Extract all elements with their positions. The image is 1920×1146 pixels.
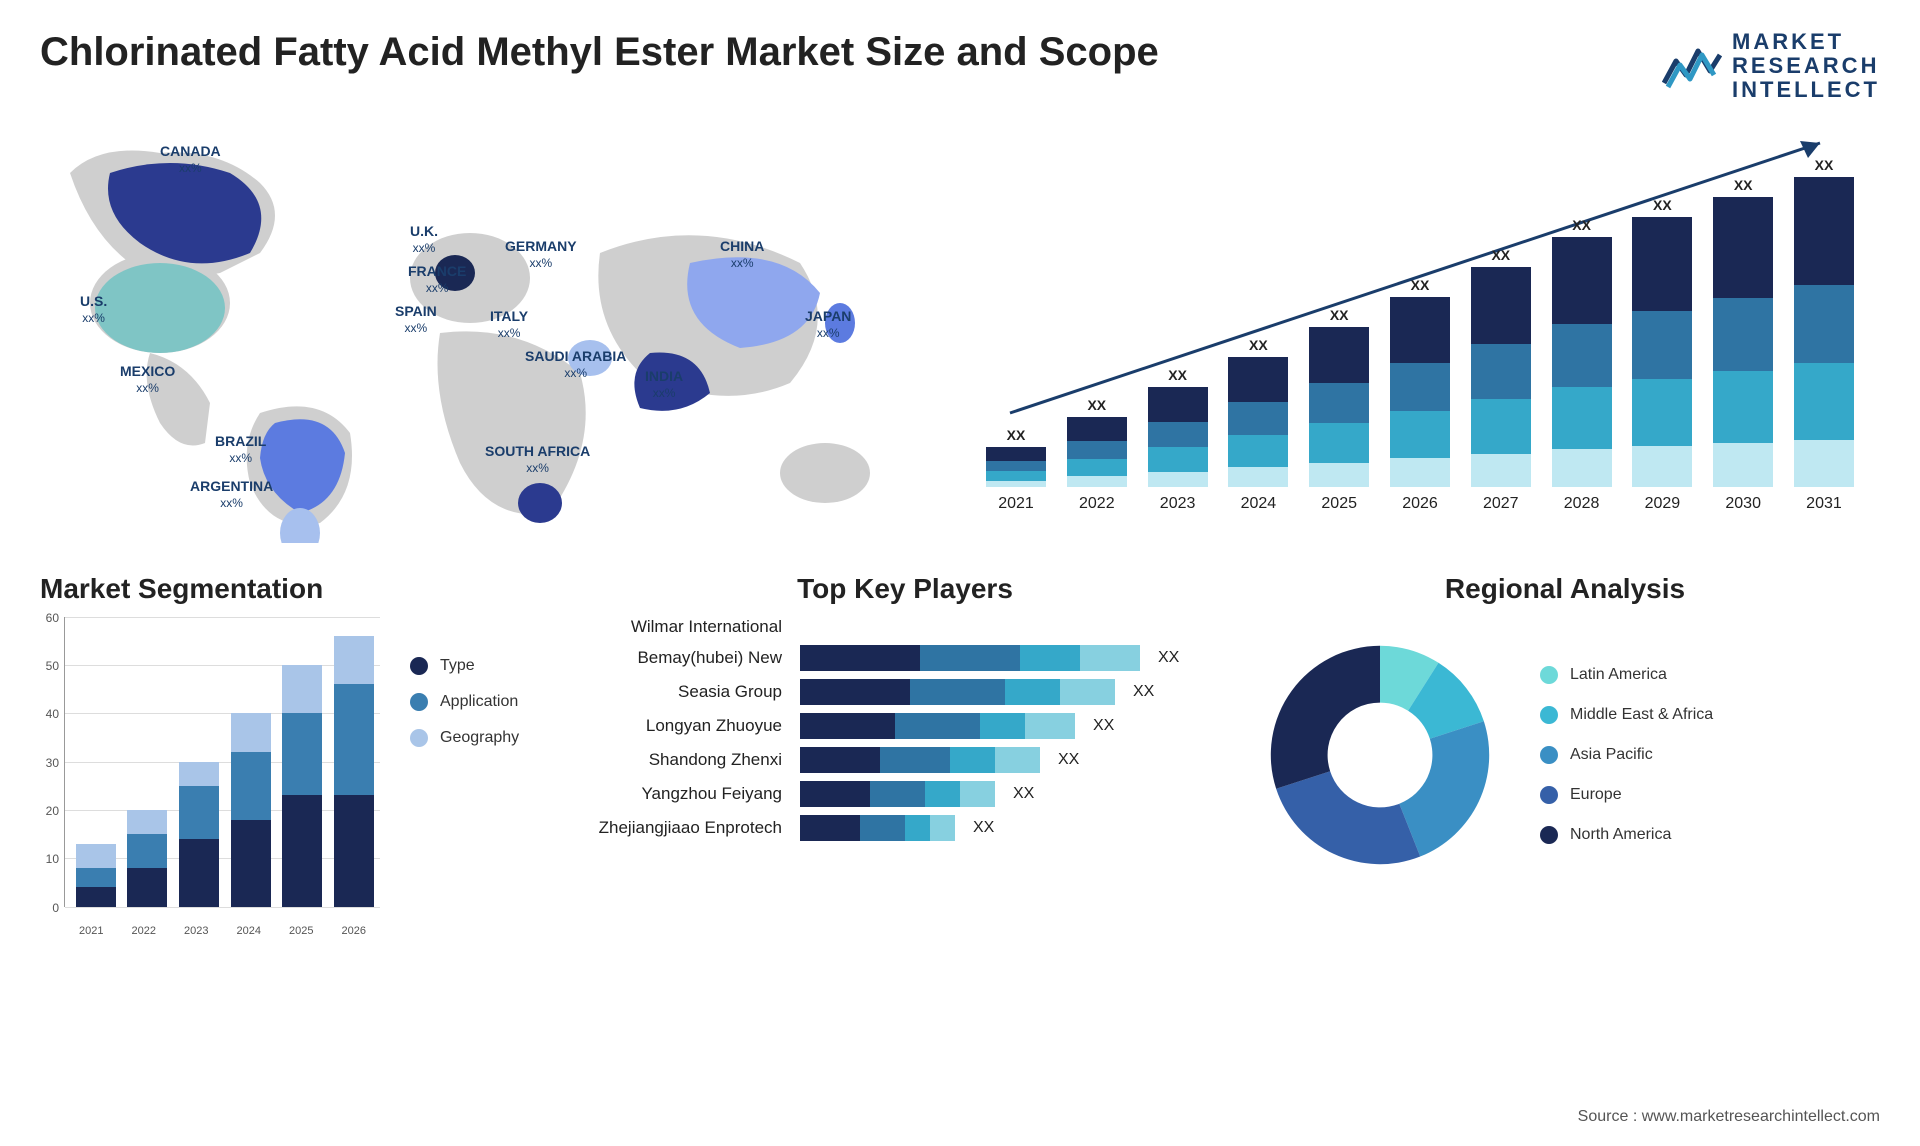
players-title: Top Key Players (590, 573, 1220, 605)
growth-bar: XX 2023 (1142, 367, 1214, 513)
page-title: Chlorinated Fatty Acid Methyl Ester Mark… (40, 30, 1159, 75)
player-row: Yangzhou FeiyangXX (590, 781, 1220, 807)
player-row: Shandong ZhenxiXX (590, 747, 1220, 773)
map-label: U.K.xx% (410, 223, 438, 257)
bar-value-label: XX (1007, 427, 1026, 443)
player-row: Seasia GroupXX (590, 679, 1220, 705)
logo: MARKETRESEARCHINTELLECT (1662, 30, 1880, 103)
regional-section: Regional Analysis Latin America Middle Ea… (1250, 573, 1880, 937)
growth-bar: XX 2028 (1546, 217, 1618, 513)
bar-year: 2021 (998, 495, 1034, 513)
player-row: Wilmar International (590, 617, 1220, 637)
segmentation-legend: Type Application Geography (410, 657, 519, 747)
growth-bar: XX 2029 (1626, 197, 1698, 513)
map-label: GERMANYxx% (505, 238, 577, 272)
bar-value-label: XX (1249, 337, 1268, 353)
seg-bar (334, 636, 374, 907)
growth-bar: XX 2021 (980, 427, 1052, 513)
map-label: SPAINxx% (395, 303, 437, 337)
bar-year: 2023 (1160, 495, 1196, 513)
player-row: Zhejiangjiaao EnprotechXX (590, 815, 1220, 841)
bar-value-label: XX (1087, 397, 1106, 413)
logo-text: MARKETRESEARCHINTELLECT (1732, 30, 1880, 103)
growth-bar: XX 2026 (1384, 277, 1456, 513)
players-chart: Wilmar International Bemay(hubei) NewXX Se… (590, 617, 1220, 841)
bar-value-label: XX (1815, 157, 1834, 173)
bar-year: 2030 (1725, 495, 1761, 513)
growth-bar: XX 2031 (1788, 157, 1860, 513)
growth-bar: XX 2024 (1222, 337, 1294, 513)
legend-item: Middle East & Africa (1540, 706, 1713, 724)
legend-item: Geography (410, 729, 519, 747)
map-label: BRAZILxx% (215, 433, 266, 467)
bar-value-label: XX (1168, 367, 1187, 383)
map-label: MEXICOxx% (120, 363, 175, 397)
growth-bar: XX 2022 (1061, 397, 1133, 513)
player-row: Longyan ZhuoyueXX (590, 713, 1220, 739)
legend-item: Latin America (1540, 666, 1713, 684)
growth-bar: XX 2027 (1465, 247, 1537, 513)
donut-slice (1271, 645, 1380, 788)
bar-value-label: XX (1411, 277, 1430, 293)
segmentation-title: Market Segmentation (40, 573, 560, 605)
legend-item: North America (1540, 826, 1713, 844)
map-label: FRANCExx% (408, 263, 466, 297)
map-label: CANADAxx% (160, 143, 221, 177)
bar-value-label: XX (1653, 197, 1672, 213)
map-label: U.S.xx% (80, 293, 107, 327)
bar-value-label: XX (1491, 247, 1510, 263)
bar-value-label: XX (1734, 177, 1753, 193)
donut-slice (1276, 771, 1420, 864)
legend-item: Application (410, 693, 519, 711)
legend-item: Asia Pacific (1540, 746, 1713, 764)
map-label: ARGENTINAxx% (190, 478, 273, 512)
bar-year: 2025 (1321, 495, 1357, 513)
logo-icon (1662, 41, 1722, 91)
world-map: CANADAxx% U.S.xx% MEXICOxx% BRAZILxx% ARGENT… (40, 123, 920, 543)
bar-year: 2024 (1241, 495, 1277, 513)
growth-bar: XX 2030 (1707, 177, 1779, 513)
seg-bar (231, 713, 271, 906)
seg-bar (127, 810, 167, 907)
legend-item: Europe (1540, 786, 1713, 804)
map-label: SAUDI ARABIAxx% (525, 348, 626, 382)
growth-bar: XX 2025 (1303, 307, 1375, 513)
player-row: Bemay(hubei) NewXX (590, 645, 1220, 671)
seg-bar (179, 762, 219, 907)
seg-bar (282, 665, 322, 907)
map-label: CHINAxx% (720, 238, 764, 272)
map-svg (40, 123, 920, 543)
seg-bar (76, 844, 116, 907)
bar-value-label: XX (1572, 217, 1591, 233)
source-text: Source : www.marketresearchintellect.com (1578, 1108, 1880, 1126)
bar-year: 2026 (1402, 495, 1438, 513)
regional-title: Regional Analysis (1250, 573, 1880, 605)
map-label: JAPANxx% (805, 308, 851, 342)
bar-value-label: XX (1330, 307, 1349, 323)
growth-chart: XX 2021 XX 2022 XX 2023 XX 2024 XX 2025 XX 2026 XX 20… (980, 123, 1860, 543)
regional-donut (1250, 625, 1510, 885)
map-label: INDIAxx% (645, 368, 683, 402)
map-label: SOUTH AFRICAxx% (485, 443, 590, 477)
legend-item: Type (410, 657, 519, 675)
bar-year: 2029 (1645, 495, 1681, 513)
donut-slice (1399, 721, 1489, 856)
regional-legend: Latin America Middle East & Africa Asia Pa… (1540, 666, 1713, 844)
segmentation-chart: 0102030405060202120222023202420252026 (40, 617, 380, 937)
players-section: Top Key Players Wilmar International Bema… (590, 573, 1220, 937)
header: Chlorinated Fatty Acid Methyl Ester Mark… (40, 30, 1880, 103)
bar-year: 2031 (1806, 495, 1842, 513)
segmentation-section: Market Segmentation 01020304050602021202… (40, 573, 560, 937)
bar-year: 2028 (1564, 495, 1600, 513)
bar-year: 2027 (1483, 495, 1519, 513)
map-label: ITALYxx% (490, 308, 528, 342)
bar-year: 2022 (1079, 495, 1115, 513)
